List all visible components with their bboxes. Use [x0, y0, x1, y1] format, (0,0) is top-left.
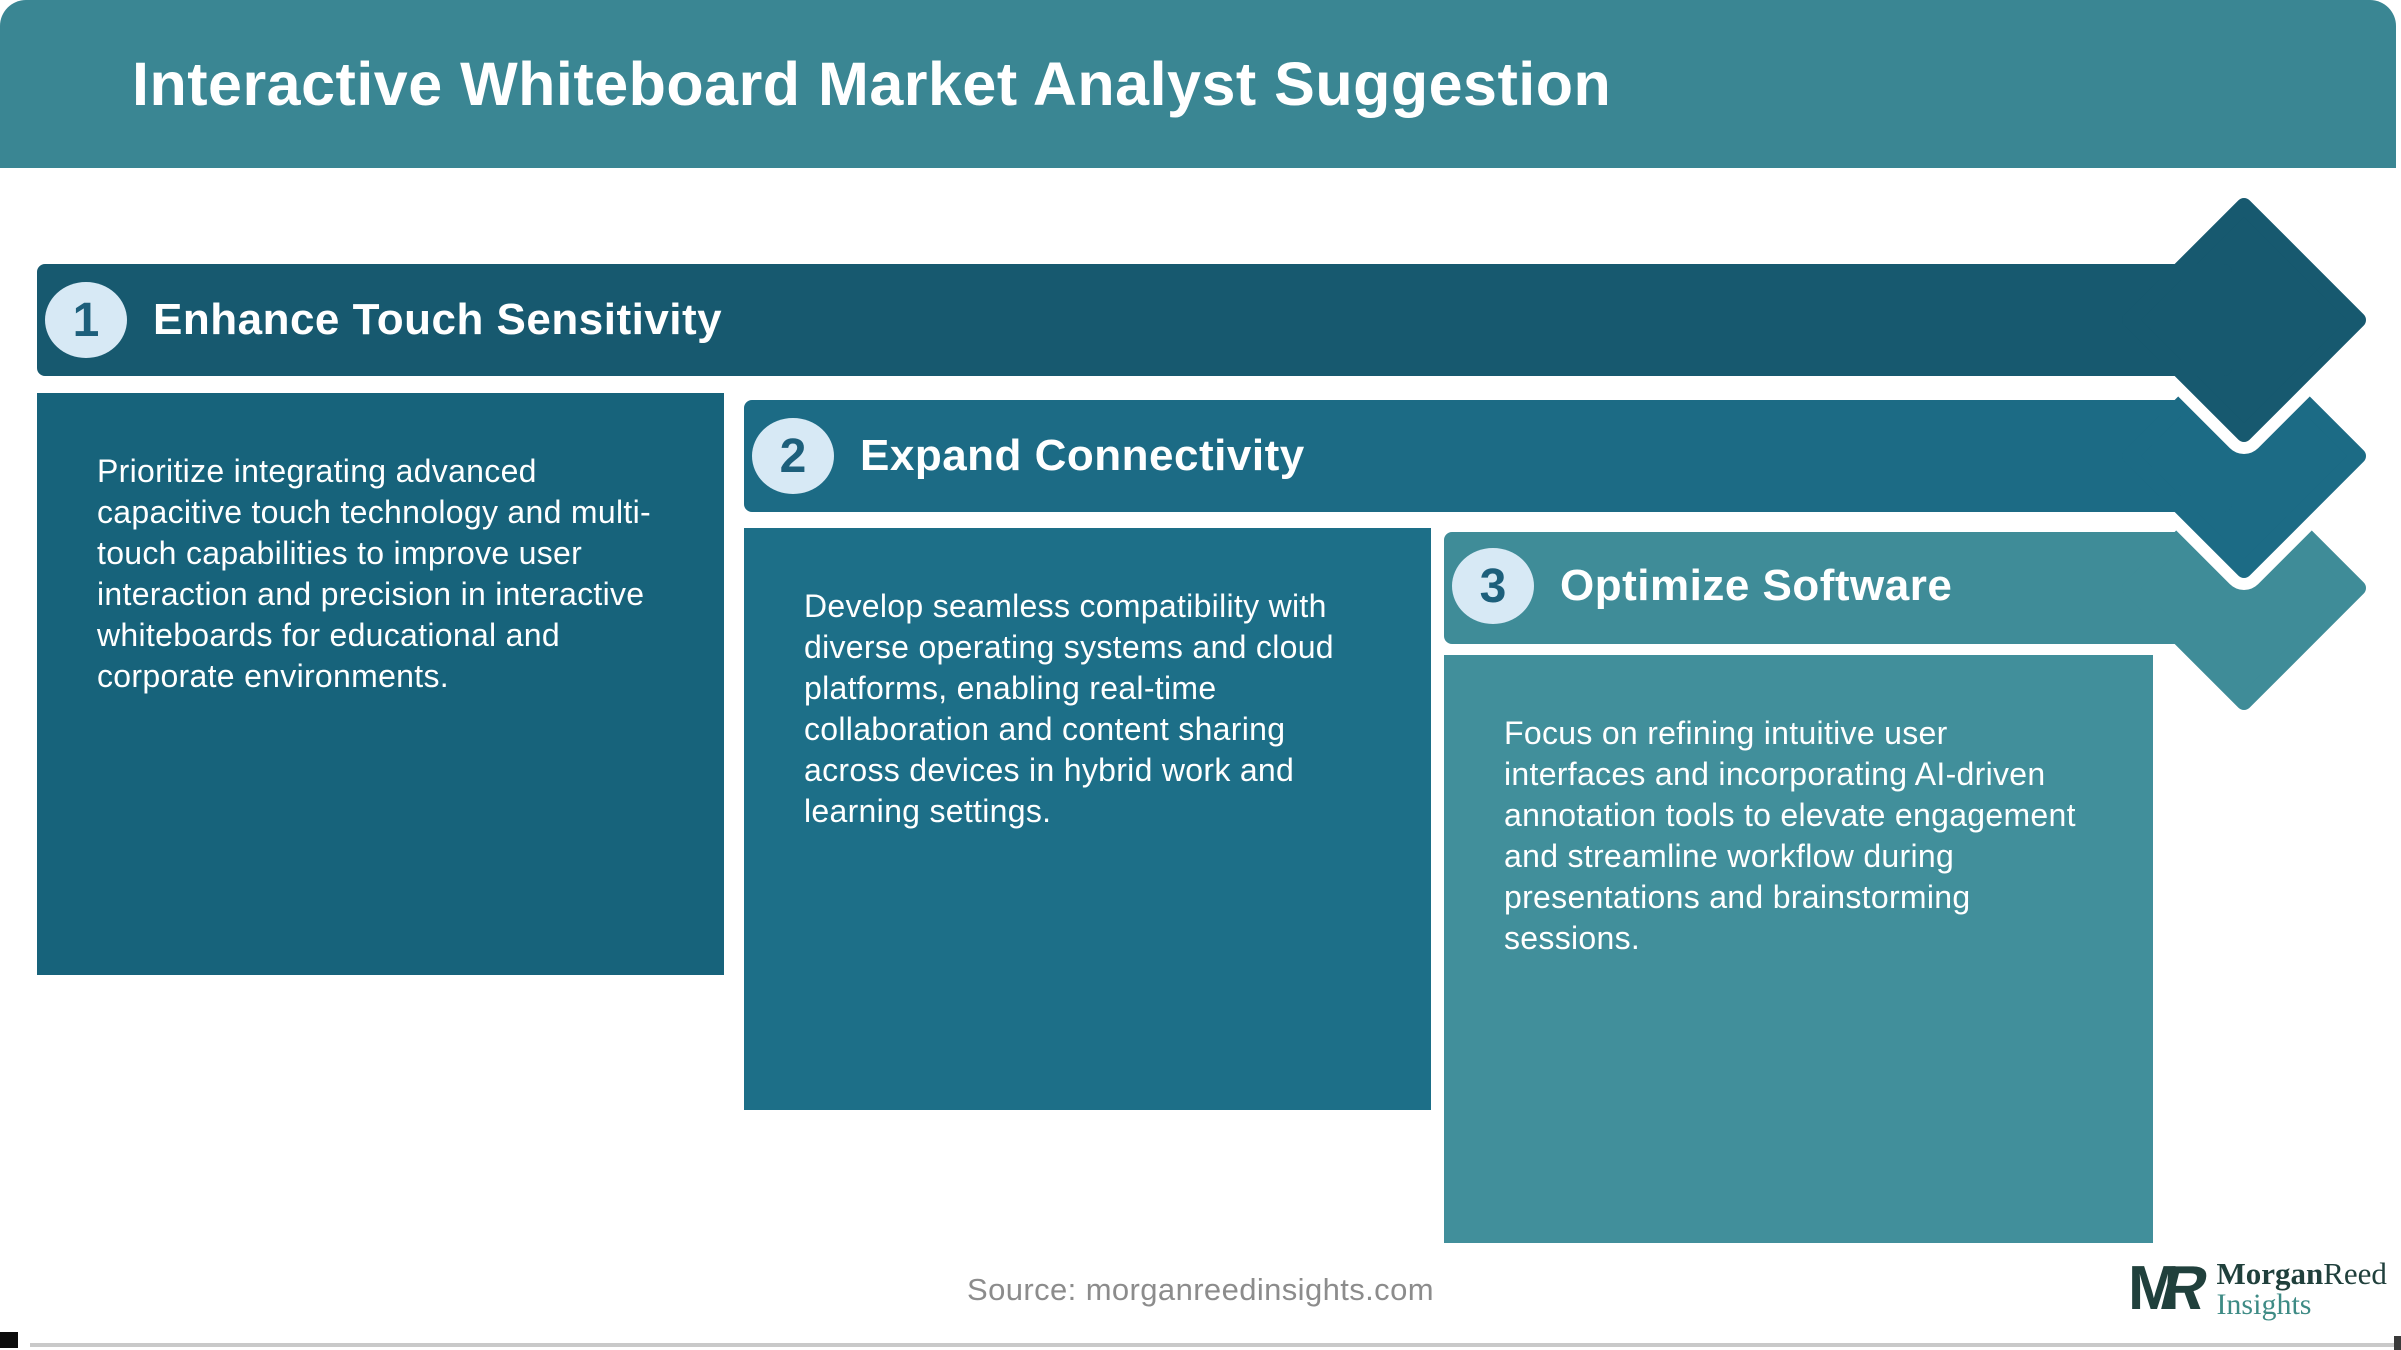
step-2-heading: Expand Connectivity	[860, 431, 1305, 480]
arrow-1-shape	[37, 198, 2366, 442]
monogram-letter-m: M	[2128, 1254, 2180, 1324]
step-1-number: 1	[72, 293, 100, 347]
title-bar: Interactive Whiteboard Market Analyst Su…	[0, 0, 2396, 168]
bottom-right-mark	[2394, 1336, 2401, 1350]
step-3-number: 3	[1479, 559, 1507, 613]
step-3-number-badge: 3	[1452, 548, 1534, 624]
step-1-body-box: Prioritize integrating advanced capaciti…	[37, 393, 724, 975]
step-1-header: 1 Enhance Touch Sensitivity	[37, 263, 2227, 377]
step-2-body-box: Develop seamless compatibility with dive…	[744, 528, 1431, 1110]
step-2-number: 2	[779, 429, 807, 483]
step-1-number-badge: 1	[45, 282, 127, 358]
bottom-left-mark	[0, 1332, 18, 1348]
step-1-body-text: Prioritize integrating advanced capaciti…	[97, 453, 651, 694]
morganreed-logo: M R MorganReed Insights	[2128, 1254, 2387, 1324]
step-3-body-box: Focus on refining intuitive user interfa…	[1444, 655, 2153, 1243]
bottom-rule	[30, 1343, 2394, 1347]
page-title: Interactive Whiteboard Market Analyst Su…	[132, 50, 1612, 118]
logo-name: MorganReed	[2216, 1258, 2386, 1290]
step-3-body-text: Focus on refining intuitive user interfa…	[1504, 715, 2076, 956]
step-1-heading: Enhance Touch Sensitivity	[153, 295, 723, 344]
mr-monogram-icon: M R	[2128, 1254, 2215, 1324]
logo-name-morgan: Morgan	[2216, 1256, 2324, 1291]
logo-subtitle: Insights	[2216, 1287, 2312, 1321]
step-2-header: 2 Expand Connectivity	[744, 401, 2234, 511]
step-2-body-text: Develop seamless compatibility with dive…	[804, 588, 1334, 829]
step-3-heading: Optimize Software	[1560, 561, 1953, 610]
step-2-number-badge: 2	[752, 418, 834, 494]
source-text: Source: morganreedinsights.com	[967, 1272, 1434, 1307]
logo-text: MorganReed Insights	[2216, 1258, 2386, 1320]
step-3-header: 3 Optimize Software	[1444, 531, 2234, 641]
logo-name-reed: Reed	[2323, 1256, 2387, 1291]
